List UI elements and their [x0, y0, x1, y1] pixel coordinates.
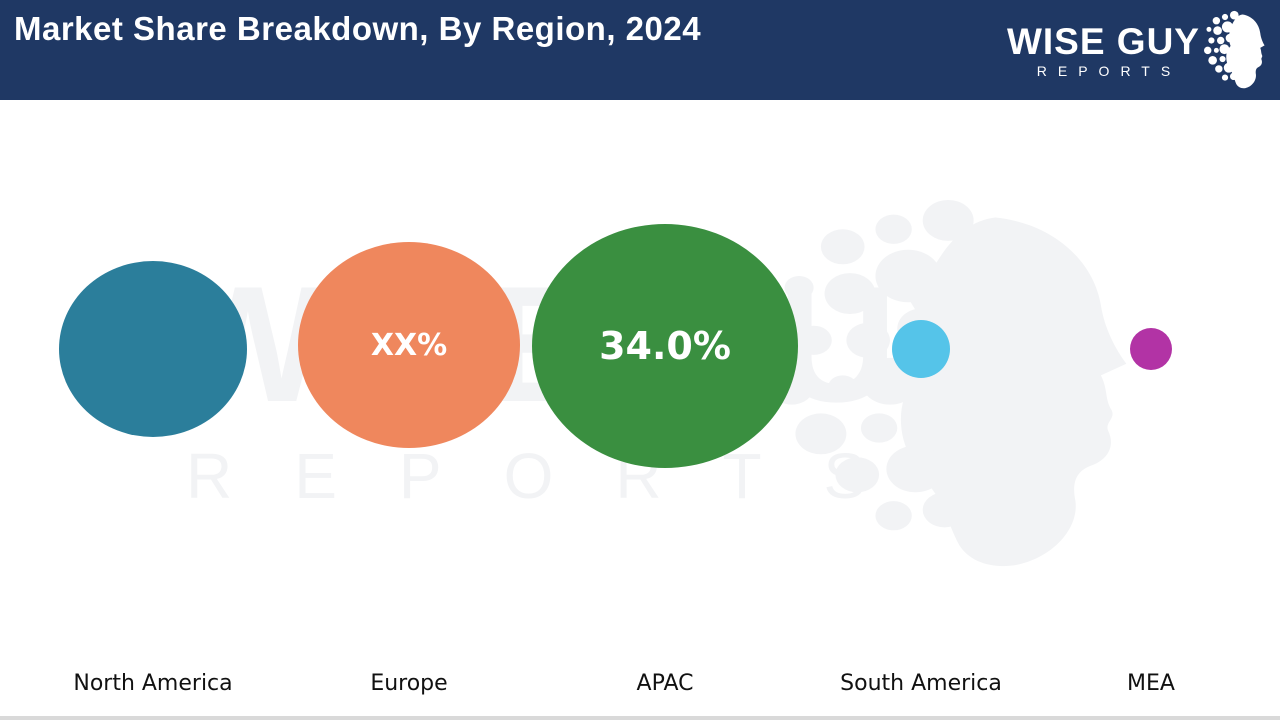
logo-text: WISE GUY REPORTS	[1006, 21, 1200, 79]
category-label-south-america: South America	[840, 671, 1002, 696]
bubble-value-label-apac: 34.0%	[599, 324, 731, 368]
category-label-north-america: North America	[73, 671, 233, 696]
bubble-south-america	[892, 320, 950, 378]
bottom-border	[0, 716, 1280, 720]
bubble-mea	[1130, 328, 1172, 370]
logo-subtext: REPORTS	[1036, 62, 1182, 79]
category-label-mea: MEA	[1127, 671, 1175, 696]
category-label-europe: Europe	[370, 671, 448, 696]
bubble-north-america	[59, 261, 247, 437]
bubble-apac: 34.0%	[532, 224, 798, 468]
wise-guy-logo: WISE GUY REPORTS	[1007, 6, 1272, 96]
logo-wordmark: WISE GUY	[1006, 21, 1200, 63]
category-label-apac: APAC	[636, 671, 694, 696]
logo-head-silhouette-icon	[1204, 10, 1265, 89]
page-title: Market Share Breakdown, By Region, 2024	[14, 10, 702, 47]
bubble-europe: XX%	[298, 242, 520, 448]
bubble-value-label-europe: XX%	[370, 327, 448, 363]
header-bar: Market Share Breakdown, By Region, 2024 …	[0, 0, 1280, 100]
